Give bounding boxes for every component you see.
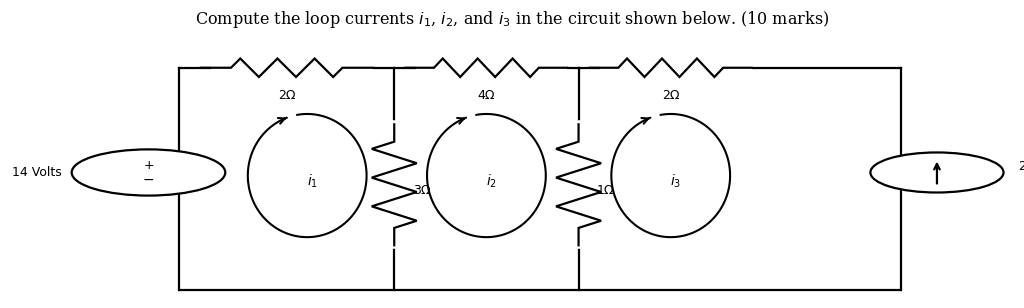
Circle shape [870, 152, 1004, 192]
Text: 2Ω: 2Ω [662, 89, 680, 102]
Text: 14 Volts: 14 Volts [11, 166, 61, 179]
Text: 4Ω: 4Ω [477, 89, 496, 102]
Text: $i_3$: $i_3$ [671, 173, 681, 190]
Text: 3Ω: 3Ω [413, 184, 430, 197]
Text: −: − [142, 173, 155, 187]
Text: $i_2$: $i_2$ [486, 173, 497, 190]
Text: $i_1$: $i_1$ [307, 173, 317, 190]
Text: 1Ω: 1Ω [597, 184, 614, 197]
Text: 2 Amp: 2 Amp [1019, 160, 1024, 173]
Text: +: + [143, 159, 154, 172]
Text: 2Ω: 2Ω [278, 89, 296, 102]
Circle shape [72, 149, 225, 196]
Text: Compute the loop currents $\mathit{i}_1$, $\mathit{i}_2$, and $\mathit{i}_3$ in : Compute the loop currents $\mathit{i}_1$… [195, 9, 829, 30]
